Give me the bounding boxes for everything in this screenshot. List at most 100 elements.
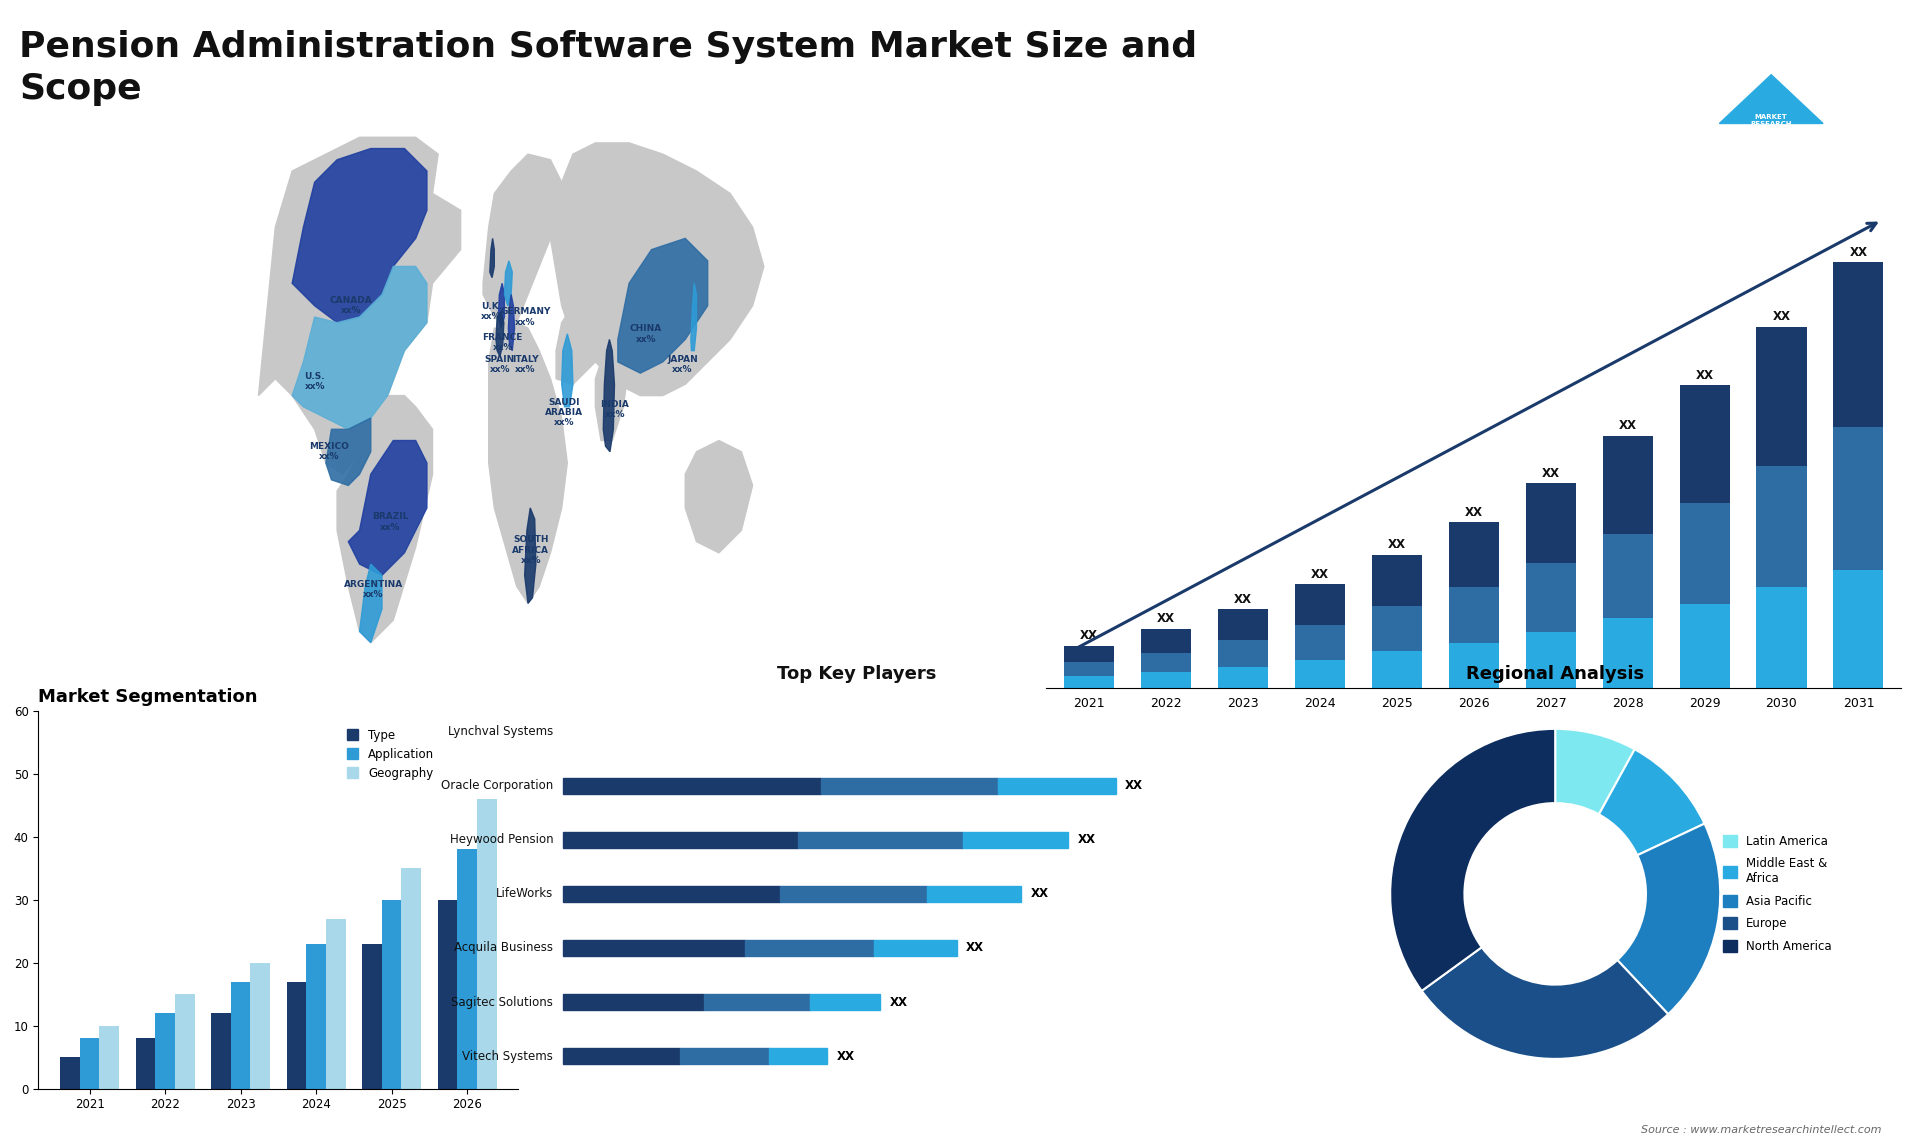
- Bar: [1294, 625, 1344, 660]
- Wedge shape: [1421, 948, 1668, 1059]
- Bar: [1448, 587, 1500, 643]
- Bar: [1217, 610, 1267, 639]
- Polygon shape: [1720, 74, 1824, 124]
- Bar: [1834, 262, 1884, 427]
- Text: Vitech Systems: Vitech Systems: [463, 1050, 553, 1062]
- Text: XX: XX: [966, 942, 985, 955]
- Text: XX: XX: [1619, 419, 1636, 432]
- Text: FRANCE
xx%: FRANCE xx%: [482, 332, 522, 352]
- Bar: [1526, 563, 1576, 631]
- Bar: [1064, 645, 1114, 662]
- Text: XX: XX: [1031, 887, 1048, 901]
- Bar: [307, 944, 326, 1089]
- Bar: [1757, 587, 1807, 688]
- Text: SAUDI
ARABIA
xx%: SAUDI ARABIA xx%: [545, 398, 584, 427]
- Text: Source : www.marketresearchintellect.com: Source : www.marketresearchintellect.com: [1642, 1124, 1882, 1135]
- Bar: [286, 981, 307, 1089]
- Bar: [1680, 503, 1730, 604]
- Text: MEXICO
xx%: MEXICO xx%: [309, 442, 349, 462]
- Text: Top Key Players: Top Key Players: [778, 665, 937, 683]
- Polygon shape: [359, 564, 382, 643]
- Bar: [1064, 676, 1114, 688]
- Bar: [1371, 555, 1421, 606]
- Text: JAPAN
xx%: JAPAN xx%: [666, 355, 697, 375]
- Text: Market Segmentation: Market Segmentation: [38, 689, 257, 706]
- Text: XX: XX: [1077, 833, 1096, 846]
- Polygon shape: [292, 149, 426, 323]
- Polygon shape: [509, 295, 515, 351]
- Bar: [100, 1026, 119, 1089]
- Bar: [438, 900, 457, 1089]
- Polygon shape: [259, 138, 461, 474]
- Bar: [156, 1013, 175, 1089]
- Wedge shape: [1555, 729, 1634, 815]
- Bar: [136, 1038, 156, 1089]
- Bar: [1217, 639, 1267, 667]
- Bar: [563, 940, 745, 956]
- Bar: [780, 886, 927, 902]
- Bar: [799, 832, 962, 848]
- Wedge shape: [1599, 749, 1705, 855]
- Text: INDIA
xx%: INDIA xx%: [601, 400, 630, 419]
- Text: Heywood Pension: Heywood Pension: [449, 833, 553, 846]
- Text: XX: XX: [1465, 507, 1482, 519]
- Text: SPAIN
xx%: SPAIN xx%: [484, 355, 515, 375]
- Text: XX: XX: [1695, 369, 1713, 382]
- Text: XX: XX: [889, 996, 908, 1008]
- Polygon shape: [348, 440, 426, 575]
- Wedge shape: [1390, 729, 1555, 991]
- Text: U.K.
xx%: U.K. xx%: [480, 301, 501, 321]
- Polygon shape: [691, 306, 708, 362]
- Bar: [1603, 618, 1653, 688]
- Text: GERMANY
xx%: GERMANY xx%: [499, 307, 551, 327]
- Polygon shape: [484, 154, 563, 328]
- Bar: [1757, 327, 1807, 466]
- Polygon shape: [292, 266, 426, 430]
- Polygon shape: [563, 333, 572, 407]
- Bar: [211, 1013, 230, 1089]
- Bar: [563, 886, 780, 902]
- Bar: [745, 940, 874, 956]
- Bar: [175, 994, 194, 1089]
- Bar: [1371, 651, 1421, 688]
- Polygon shape: [497, 283, 505, 328]
- Text: Sagitec Solutions: Sagitec Solutions: [451, 996, 553, 1008]
- Bar: [927, 886, 1021, 902]
- Bar: [1140, 673, 1190, 688]
- Text: XX: XX: [1388, 539, 1405, 551]
- Bar: [563, 832, 799, 848]
- Text: XX: XX: [1235, 592, 1252, 606]
- Text: Oracle Corporation: Oracle Corporation: [442, 779, 553, 792]
- Bar: [705, 994, 810, 1011]
- Bar: [1680, 604, 1730, 688]
- Bar: [1217, 667, 1267, 688]
- Bar: [680, 1049, 768, 1065]
- Bar: [810, 994, 879, 1011]
- Bar: [476, 799, 497, 1089]
- Bar: [1834, 570, 1884, 688]
- Bar: [962, 832, 1068, 848]
- Polygon shape: [685, 440, 753, 552]
- Polygon shape: [691, 283, 697, 351]
- Polygon shape: [490, 323, 566, 603]
- Text: ITALY
xx%: ITALY xx%: [513, 355, 538, 375]
- Text: XX: XX: [1849, 246, 1868, 259]
- Text: XX: XX: [1311, 567, 1329, 581]
- Bar: [401, 869, 420, 1089]
- Text: ARGENTINA
xx%: ARGENTINA xx%: [344, 580, 403, 599]
- Polygon shape: [505, 261, 513, 306]
- Text: Acquila Business: Acquila Business: [455, 942, 553, 955]
- Bar: [382, 900, 401, 1089]
- Legend: Type, Application, Geography: Type, Application, Geography: [342, 724, 440, 784]
- Text: XX: XX: [1772, 311, 1791, 323]
- Text: BRAZIL
xx%: BRAZIL xx%: [372, 512, 409, 532]
- Bar: [1294, 660, 1344, 688]
- Bar: [563, 994, 705, 1011]
- Bar: [563, 1049, 680, 1065]
- Legend: Latin America, Middle East &
Africa, Asia Pacific, Europe, North America: Latin America, Middle East & Africa, Asi…: [1718, 830, 1837, 958]
- Bar: [81, 1038, 100, 1089]
- Text: XX: XX: [1156, 612, 1175, 626]
- Bar: [230, 981, 250, 1089]
- Bar: [60, 1057, 81, 1089]
- Bar: [1603, 534, 1653, 618]
